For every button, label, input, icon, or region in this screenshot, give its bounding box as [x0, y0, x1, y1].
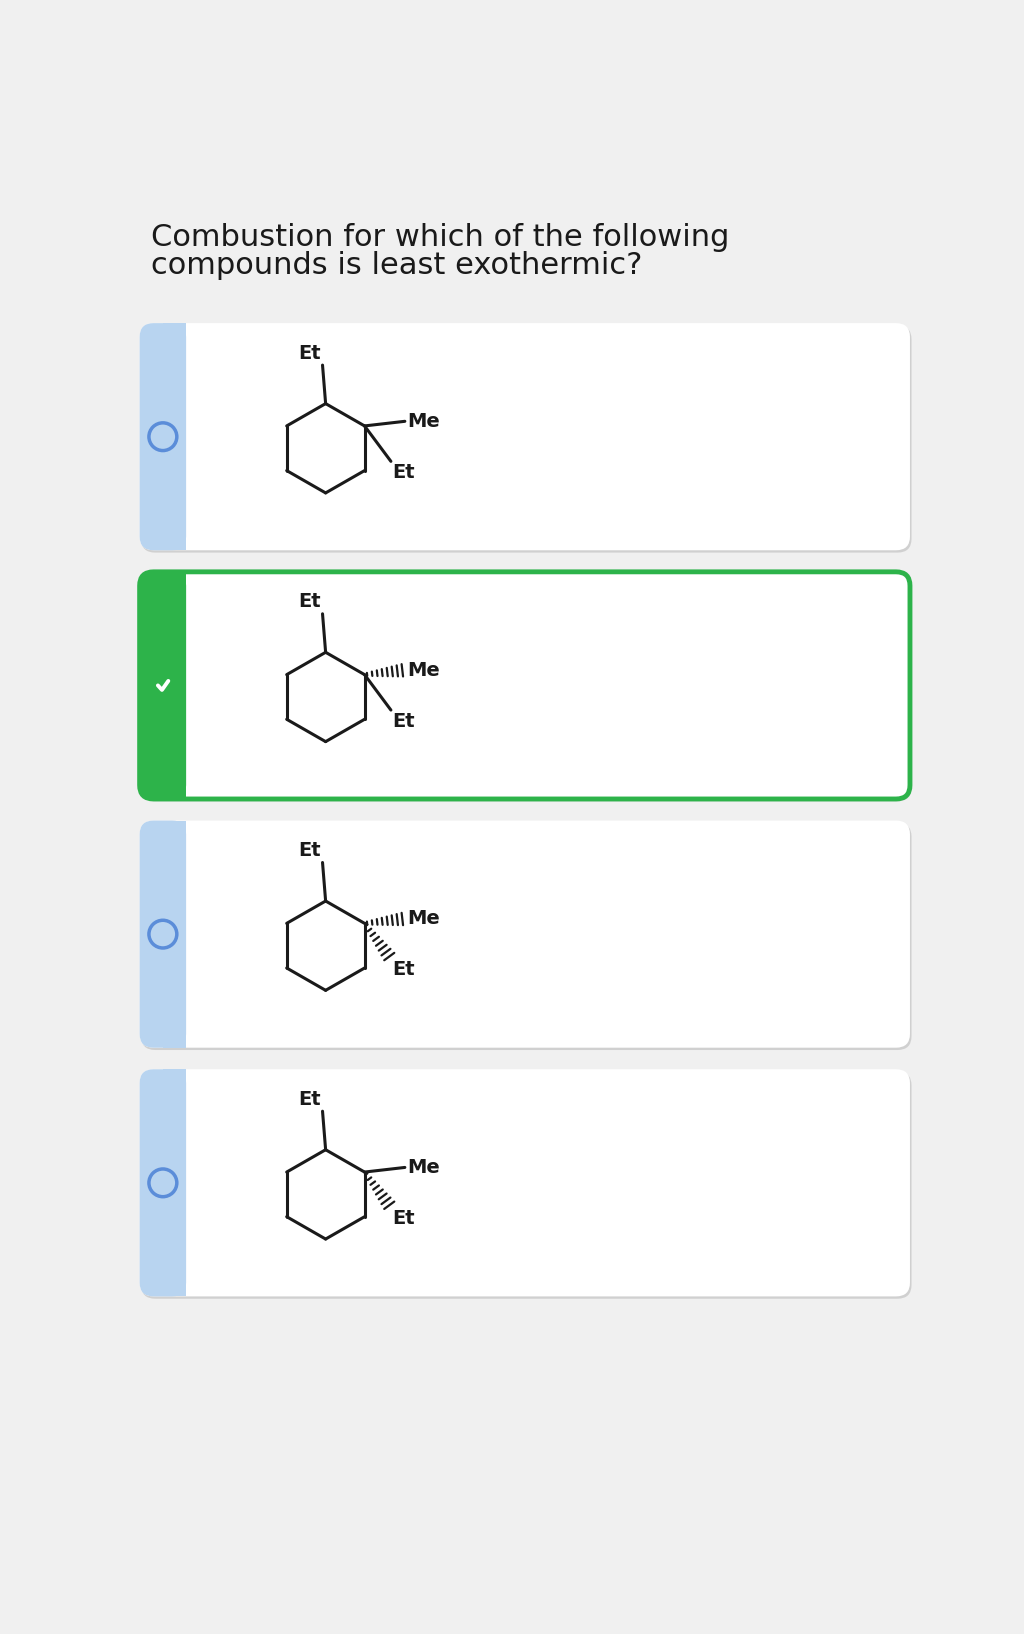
Circle shape [148, 672, 177, 699]
Text: Et: Et [298, 1090, 321, 1109]
Text: Combustion for which of the following: Combustion for which of the following [152, 222, 730, 252]
Text: Me: Me [408, 909, 440, 928]
FancyBboxPatch shape [141, 1072, 911, 1299]
FancyBboxPatch shape [141, 574, 911, 801]
Text: Et: Et [392, 961, 415, 979]
Text: compounds is least exothermic?: compounds is least exothermic? [152, 250, 643, 279]
FancyBboxPatch shape [139, 820, 186, 1047]
Bar [163, 572, 186, 799]
Text: Et: Et [298, 343, 321, 363]
FancyBboxPatch shape [139, 820, 910, 1047]
Bar [163, 820, 186, 1047]
Text: Et: Et [298, 842, 321, 859]
Text: Me: Me [408, 660, 440, 680]
Text: Me: Me [408, 1159, 440, 1176]
Bar [163, 324, 186, 551]
FancyBboxPatch shape [141, 325, 911, 552]
Text: Et: Et [298, 593, 321, 611]
FancyBboxPatch shape [139, 324, 910, 551]
Text: Et: Et [392, 711, 415, 730]
FancyBboxPatch shape [141, 824, 911, 1051]
FancyBboxPatch shape [139, 572, 910, 799]
Text: Me: Me [408, 412, 440, 431]
FancyBboxPatch shape [139, 1069, 186, 1296]
Text: Et: Et [392, 1209, 415, 1229]
Bar [163, 1069, 186, 1296]
FancyBboxPatch shape [139, 572, 186, 799]
Text: Et: Et [392, 462, 415, 482]
FancyBboxPatch shape [139, 324, 186, 551]
FancyBboxPatch shape [139, 1069, 910, 1296]
